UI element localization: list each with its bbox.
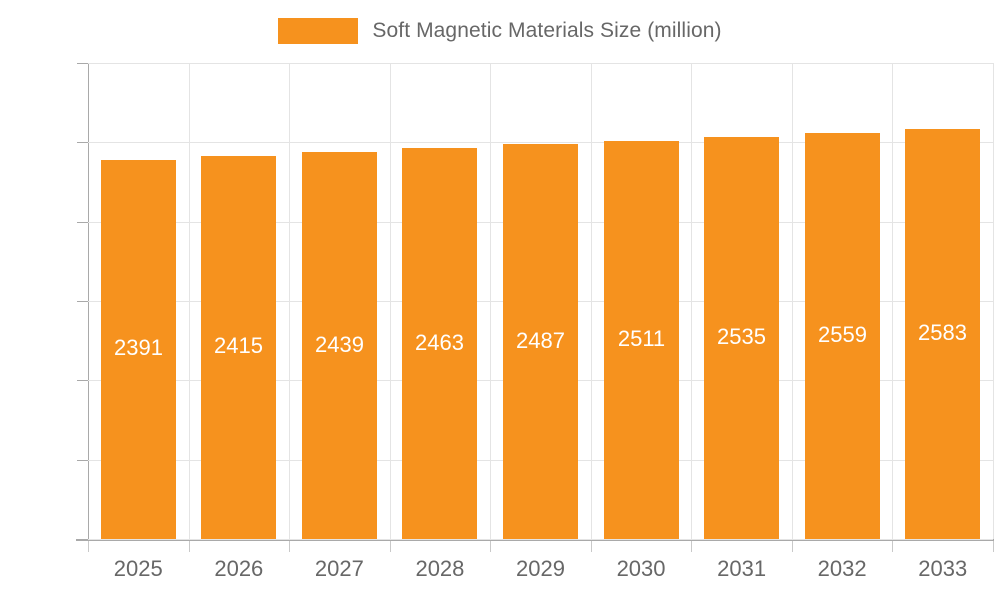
- x-axis-tick: [892, 541, 893, 552]
- x-axis-tick-label-2031: 2031: [717, 556, 767, 581]
- x-axis-line: [76, 539, 994, 541]
- plot-area: 2391 2415 2439 2463 2487 2511 2535 2559 2583: [88, 63, 994, 540]
- y-axis-tick: [77, 539, 88, 540]
- x-axis-tick-label-2032: 2032: [817, 556, 867, 581]
- bar-value-label: 2511: [617, 325, 666, 351]
- x-axis-tick: [289, 541, 290, 552]
- bar-value-label: 2391: [114, 335, 163, 361]
- x-axis-tick: [88, 541, 89, 552]
- gridline-horizontal: [88, 539, 993, 540]
- x-axis-tick: [490, 541, 491, 552]
- bar-2033[interactable]: 2583: [905, 129, 980, 539]
- y-axis-tick: [77, 301, 88, 302]
- legend-swatch-icon: [278, 18, 359, 44]
- gridline-vertical: [993, 63, 994, 539]
- x-axis-tick-label-2027: 2027: [314, 556, 364, 581]
- gridline-vertical: [892, 63, 893, 539]
- x-axis-tick-label-2029: 2029: [516, 556, 565, 581]
- bar-2029[interactable]: 2487: [503, 144, 578, 539]
- bar-2028[interactable]: 2463: [402, 148, 477, 539]
- y-axis-tick: [77, 221, 88, 223]
- bar-value-label: 2583: [918, 320, 967, 346]
- x-axis-tick-label-2030: 2030: [616, 556, 666, 581]
- x-axis-tick: [390, 541, 391, 552]
- bar-2025[interactable]: 2391: [101, 159, 176, 539]
- x-axis-tick-label-2028: 2028: [415, 556, 465, 581]
- gridline-horizontal: [88, 142, 993, 144]
- bar-2030[interactable]: 2511: [604, 140, 679, 539]
- chart-legend: Soft Magnetic Materials Size (million): [0, 10, 1000, 52]
- bar-value-label: 2487: [516, 327, 565, 353]
- x-axis-tick: [591, 541, 592, 552]
- gridline-vertical: [792, 63, 793, 539]
- bar-2027[interactable]: 2439: [302, 152, 377, 539]
- y-axis-tick: [77, 142, 88, 144]
- bar-2032[interactable]: 2559: [805, 132, 880, 539]
- bar-2026[interactable]: 2415: [201, 155, 276, 539]
- gridline-vertical: [591, 63, 592, 539]
- bar-2031[interactable]: 2535: [704, 136, 779, 539]
- legend-label: Soft Magnetic Materials Size (million): [372, 19, 722, 42]
- gridline-vertical: [390, 63, 391, 539]
- gridline-vertical: [691, 63, 692, 539]
- x-axis-tick-label-2025: 2025: [113, 556, 163, 581]
- gridline-vertical: [189, 63, 190, 539]
- gridline-vertical: [289, 63, 290, 539]
- bar-value-label: 2439: [315, 331, 364, 357]
- x-axis-tick: [189, 541, 190, 552]
- bar-value-label: 2415: [214, 333, 263, 359]
- bar-value-label: 2559: [818, 321, 867, 347]
- gridline-horizontal: [88, 63, 993, 64]
- x-axis-tick: [691, 541, 692, 552]
- x-axis-tick-label-2033: 2033: [918, 556, 968, 581]
- gridline-vertical: [490, 63, 491, 539]
- x-axis-tick: [993, 541, 994, 552]
- y-axis-tick: [77, 459, 88, 461]
- y-axis-tick: [77, 380, 88, 382]
- x-axis-tick-label-2026: 2026: [214, 556, 264, 581]
- x-axis-tick: [792, 541, 793, 552]
- y-axis-tick: [77, 63, 88, 64]
- bar-value-label: 2535: [717, 323, 766, 349]
- bar-value-label: 2463: [415, 329, 464, 355]
- legend-item-soft-magnetic-materials-size[interactable]: Soft Magnetic Materials Size (million): [278, 18, 722, 44]
